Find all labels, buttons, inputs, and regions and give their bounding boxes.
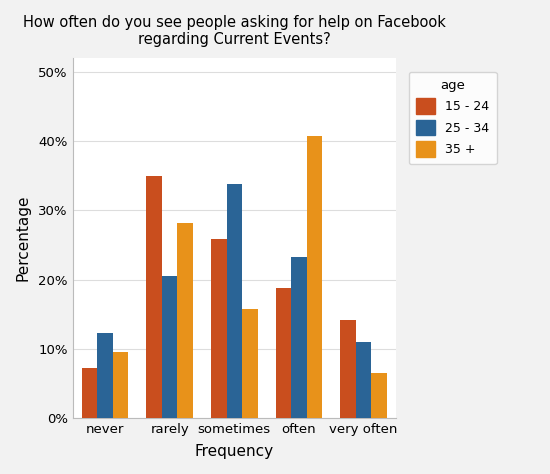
Bar xyxy=(292,257,307,418)
X-axis label: Frequency: Frequency xyxy=(195,444,274,459)
Bar xyxy=(307,137,322,418)
Bar xyxy=(146,176,162,418)
Bar xyxy=(340,319,356,418)
Bar xyxy=(211,239,227,418)
Bar xyxy=(162,276,178,418)
Bar xyxy=(356,342,371,418)
Title: How often do you see people asking for help on Facebook
regarding Current Events: How often do you see people asking for h… xyxy=(23,15,446,47)
Bar xyxy=(276,288,292,418)
Bar xyxy=(113,352,128,418)
Bar xyxy=(242,309,257,418)
Bar xyxy=(178,223,193,418)
Bar xyxy=(97,333,113,418)
Y-axis label: Percentage: Percentage xyxy=(15,195,30,281)
Bar xyxy=(371,373,387,418)
Legend: 15 - 24, 25 - 34, 35 +: 15 - 24, 25 - 34, 35 + xyxy=(409,72,497,164)
Bar xyxy=(82,368,97,418)
Bar xyxy=(227,184,242,418)
